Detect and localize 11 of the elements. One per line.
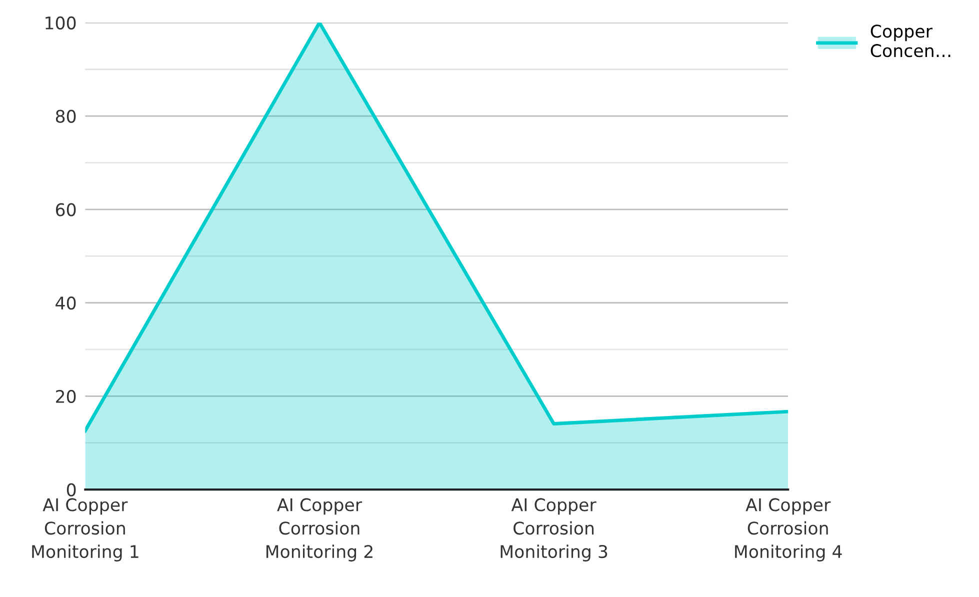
y-tick-label: 20: [56, 390, 76, 404]
x-tick-label: AI Copper Corrosion Monitoring 2: [266, 498, 372, 562]
y-tick-label: 40: [56, 296, 76, 310]
x-tick-label: AI Copper Corrosion Monitoring 4: [735, 498, 842, 562]
y-tick-label: 80: [56, 110, 76, 123]
x-tick-label: AI Copper Corrosion Monitoring 1: [32, 498, 138, 562]
x-tick-label: AI Copper Corrosion Monitoring 3: [500, 498, 608, 562]
y-tick-label: 0: [66, 483, 76, 496]
y-tick-label: 60: [56, 203, 76, 216]
legend-label: Copper Concen…: [870, 24, 950, 58]
y-tick-label: 100: [46, 16, 76, 30]
